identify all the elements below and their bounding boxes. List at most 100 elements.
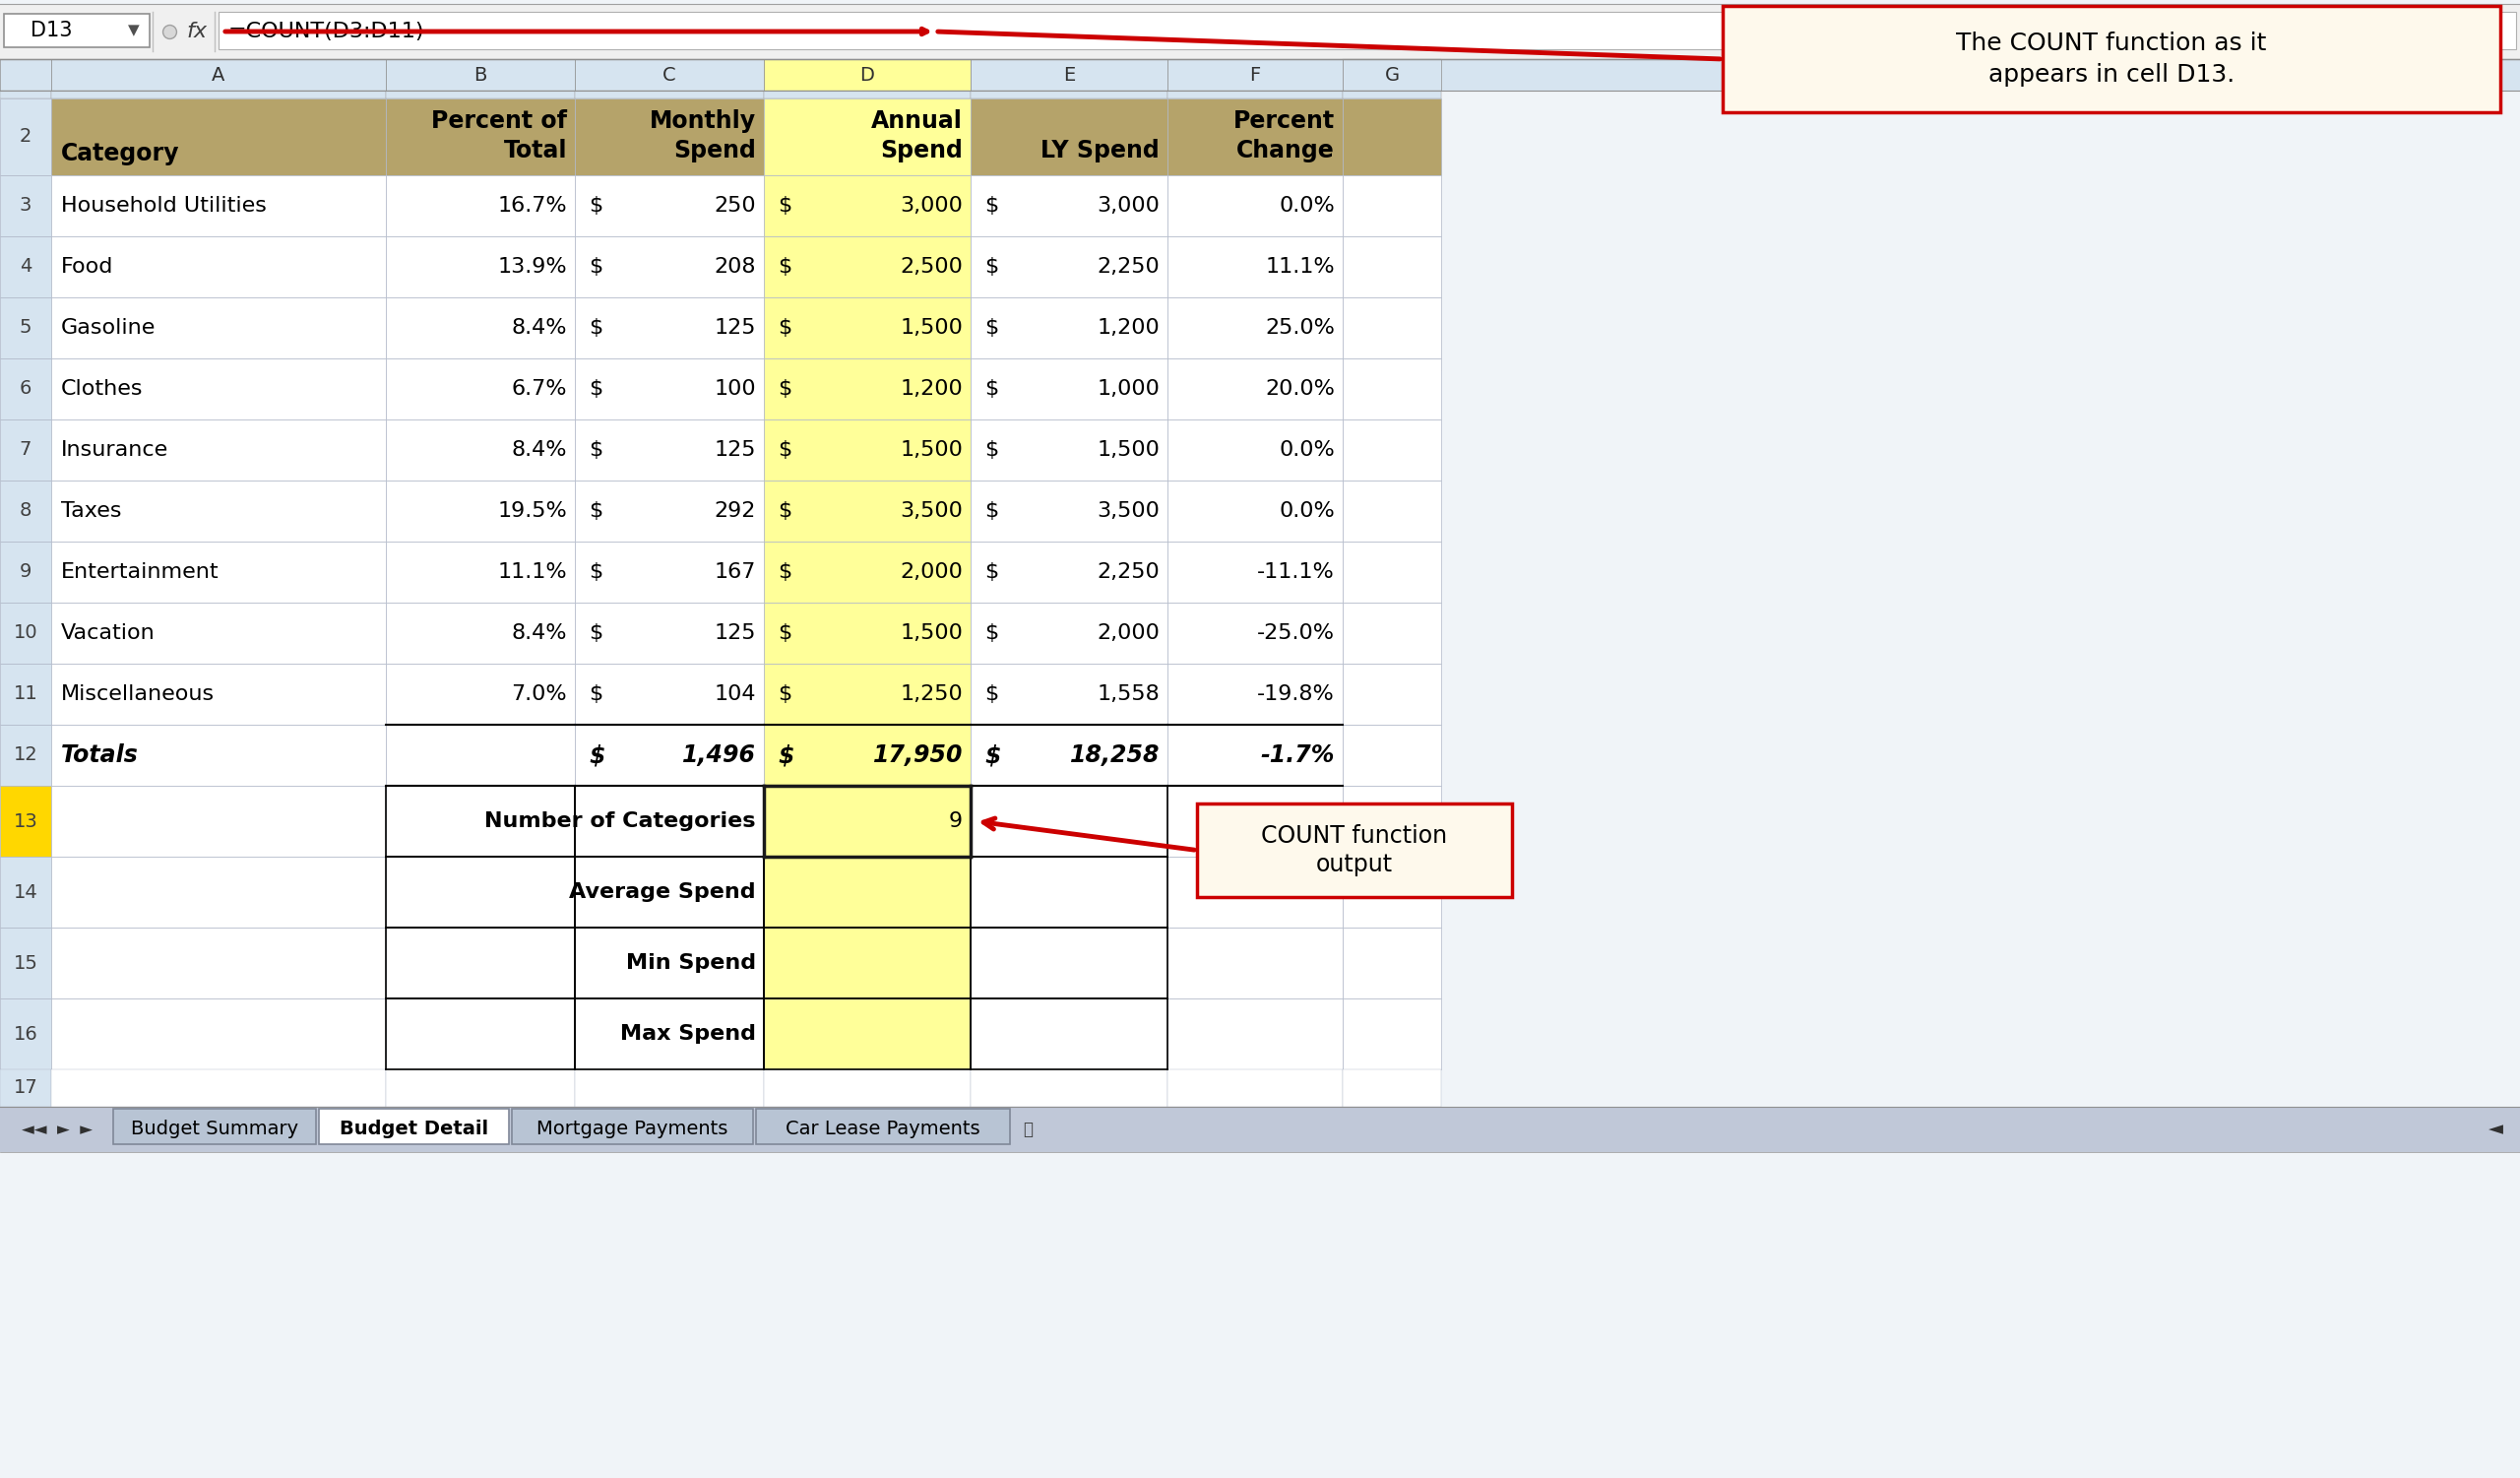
Text: 6: 6 xyxy=(20,380,33,398)
Bar xyxy=(50,999,386,1070)
Bar xyxy=(1343,420,1441,480)
Bar xyxy=(386,176,575,236)
Bar xyxy=(1343,59,1441,371)
Bar xyxy=(0,1107,2520,1151)
Text: 2,250: 2,250 xyxy=(1096,257,1159,276)
Bar xyxy=(50,99,386,176)
Bar xyxy=(1343,297,1441,359)
Text: 1,250: 1,250 xyxy=(900,684,963,704)
Bar xyxy=(1167,236,1343,297)
Bar xyxy=(0,664,50,724)
Text: Spend: Spend xyxy=(673,139,756,163)
Text: 8.4%: 8.4% xyxy=(512,440,567,460)
Text: Vacation: Vacation xyxy=(60,624,156,643)
Text: Spend: Spend xyxy=(879,139,963,163)
Text: 1,500: 1,500 xyxy=(900,318,963,338)
Bar xyxy=(5,13,149,47)
Text: $: $ xyxy=(779,624,791,643)
Text: -19.8%: -19.8% xyxy=(1257,684,1336,704)
Bar xyxy=(50,359,386,420)
Text: $: $ xyxy=(779,257,791,276)
Bar xyxy=(386,1070,575,1107)
Bar xyxy=(970,236,1167,297)
Bar xyxy=(1343,664,1441,724)
Text: Number of Categories: Number of Categories xyxy=(484,811,756,831)
Bar xyxy=(1343,99,1441,176)
Bar xyxy=(386,99,575,176)
Bar xyxy=(1167,541,1343,603)
Bar xyxy=(1343,59,1441,90)
Text: 11.1%: 11.1% xyxy=(1265,257,1336,276)
Text: Taxes: Taxes xyxy=(60,501,121,520)
Text: $: $ xyxy=(779,743,794,767)
Text: 250: 250 xyxy=(713,197,756,216)
Text: 12: 12 xyxy=(13,746,38,764)
Bar xyxy=(970,541,1167,603)
Bar xyxy=(970,857,1167,928)
Bar xyxy=(575,236,764,297)
Text: Budget Detail: Budget Detail xyxy=(340,1119,489,1138)
Text: 8.4%: 8.4% xyxy=(512,624,567,643)
Bar xyxy=(386,724,575,786)
Bar xyxy=(575,90,764,99)
Text: The COUNT function as it: The COUNT function as it xyxy=(1956,31,2265,55)
Bar xyxy=(970,420,1167,480)
Bar xyxy=(575,928,764,999)
Text: F: F xyxy=(1250,65,1260,84)
Bar xyxy=(764,857,970,928)
Bar xyxy=(764,603,970,664)
Text: Miscellaneous: Miscellaneous xyxy=(60,684,214,704)
Text: ◄◄  ►  ►: ◄◄ ► ► xyxy=(23,1120,93,1138)
Text: 16.7%: 16.7% xyxy=(496,197,567,216)
Bar xyxy=(756,1108,1011,1144)
Bar xyxy=(219,12,2515,49)
Text: $: $ xyxy=(985,684,998,704)
Bar xyxy=(764,236,970,297)
Text: 14: 14 xyxy=(13,882,38,902)
Text: $: $ xyxy=(590,562,602,582)
Text: 20.0%: 20.0% xyxy=(1265,378,1336,399)
Text: B: B xyxy=(474,65,486,84)
Text: ◄: ◄ xyxy=(2487,1120,2502,1138)
Bar xyxy=(0,176,50,236)
Bar xyxy=(575,480,764,541)
Bar xyxy=(1343,1070,1441,1107)
Text: 7: 7 xyxy=(20,440,33,460)
Bar xyxy=(970,480,1167,541)
Bar xyxy=(575,420,764,480)
Bar xyxy=(764,541,970,603)
Bar xyxy=(764,359,970,420)
Bar xyxy=(1167,90,1343,99)
Bar xyxy=(764,664,970,724)
Bar xyxy=(575,1070,764,1107)
Text: 11: 11 xyxy=(13,684,38,704)
Bar xyxy=(1167,480,1343,541)
Text: 3: 3 xyxy=(20,197,33,216)
Bar xyxy=(0,59,2520,90)
Bar xyxy=(386,420,575,480)
Bar xyxy=(0,4,2520,59)
Bar xyxy=(50,480,386,541)
Text: 104: 104 xyxy=(713,684,756,704)
Bar xyxy=(0,928,50,999)
Text: COUNT function: COUNT function xyxy=(1263,825,1446,848)
Bar xyxy=(970,664,1167,724)
Bar xyxy=(50,928,386,999)
Text: $: $ xyxy=(590,257,602,276)
Text: 1,500: 1,500 xyxy=(900,624,963,643)
Text: $: $ xyxy=(590,318,602,338)
Bar xyxy=(575,664,764,724)
Bar xyxy=(50,297,386,359)
Bar xyxy=(0,603,50,664)
Text: Insurance: Insurance xyxy=(60,440,169,460)
Bar xyxy=(575,297,764,359)
Text: 292: 292 xyxy=(713,501,756,520)
Bar xyxy=(50,541,386,603)
Bar xyxy=(575,724,764,786)
Text: 16: 16 xyxy=(13,1024,38,1043)
Bar xyxy=(386,857,575,928)
Bar xyxy=(970,90,1167,99)
Text: -1.7%: -1.7% xyxy=(1260,743,1336,767)
Bar xyxy=(1167,857,1343,928)
Bar xyxy=(0,999,50,1070)
